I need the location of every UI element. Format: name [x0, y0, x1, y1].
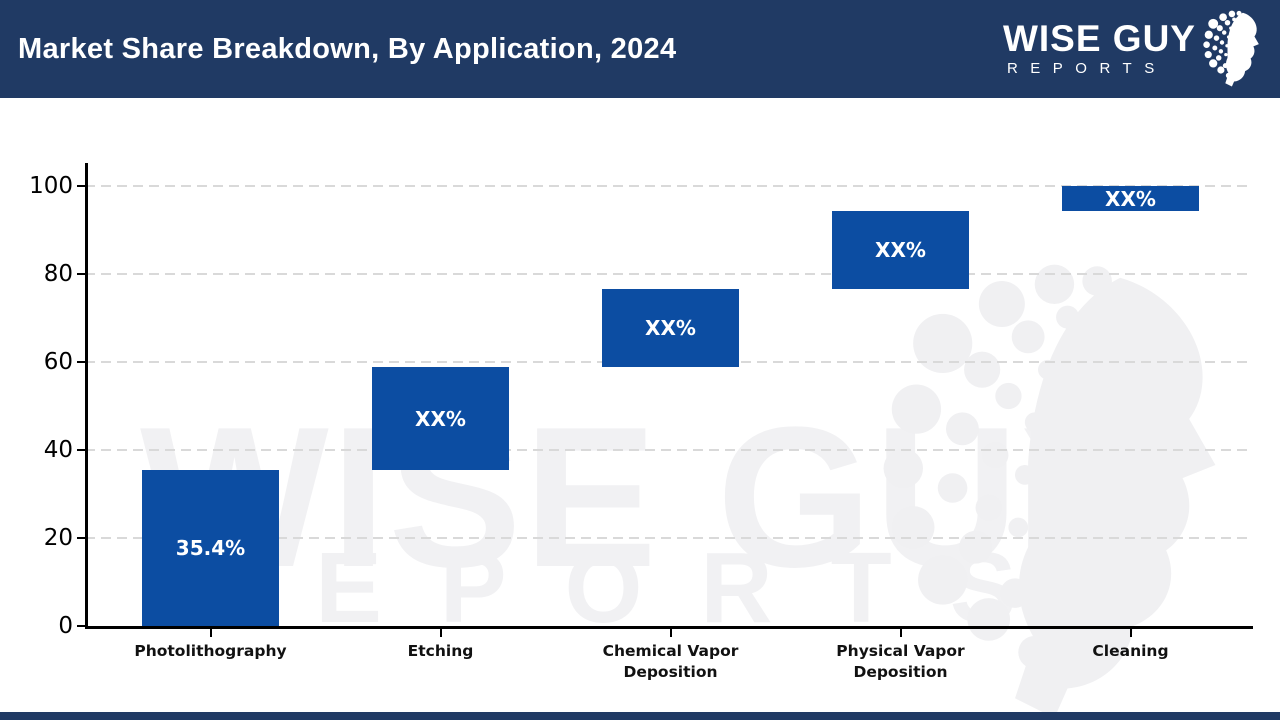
footer-bar [0, 712, 1280, 720]
y-tick-label: 40 [43, 437, 73, 463]
x-category-label: Etching [407, 642, 474, 660]
y-tick-label: 60 [43, 349, 73, 375]
x-axis-line [85, 626, 1253, 629]
x-tick [1129, 629, 1132, 637]
gridline-80 [85, 273, 1253, 275]
bar-value-label: 35.4% [175, 536, 246, 561]
y-axis-line [85, 163, 88, 629]
x-category-label: Chemical Vapor Deposition [602, 642, 739, 681]
y-tick [77, 273, 85, 275]
bar-etching: XX% [372, 366, 509, 471]
watermark-text-2: REPORTS [185, 532, 1075, 644]
brand-logo: WISE GUY REPORTS [1003, 6, 1266, 90]
y-tick-label: 100 [29, 173, 73, 199]
header-bar: Market Share Breakdown, By Application, … [0, 0, 1280, 98]
bar-cleaning: XX% [1062, 186, 1199, 212]
bar-value-label: XX% [415, 406, 466, 431]
logo-face-icon [1200, 6, 1266, 90]
bar-value-label: XX% [875, 238, 926, 263]
y-tick [77, 449, 85, 451]
y-tick [77, 537, 85, 539]
brand-logo-text: WISE GUY REPORTS [1003, 20, 1196, 76]
gridline-40 [85, 449, 1253, 451]
x-category-label: Cleaning [1092, 642, 1169, 660]
logo-wiseguy-text: WISE GUY [1002, 18, 1196, 59]
bar-value-label: XX% [645, 315, 696, 340]
x-tick [669, 629, 672, 637]
bar-chemical-vapor-deposition: XX% [602, 288, 739, 367]
y-tick [77, 185, 85, 187]
gridline-20 [85, 537, 1253, 539]
x-tick [209, 629, 212, 637]
y-tick-label: 80 [43, 261, 73, 287]
y-tick-label: 20 [43, 525, 73, 551]
bar-physical-vapor-deposition: XX% [832, 211, 969, 289]
watermark-text-1: WISE GUY [140, 386, 1157, 609]
bar-value-label: XX% [1105, 186, 1156, 211]
y-tick [77, 361, 85, 363]
y-tick [77, 625, 85, 627]
bar-photolithography: 35.4% [142, 470, 279, 626]
page-title: Market Share Breakdown, By Application, … [18, 32, 677, 65]
chart-area: WISE GUY REPORTS 0 20 40 60 80 100 35.4% Photol… [0, 98, 1280, 712]
x-tick [899, 629, 902, 637]
x-tick [439, 629, 442, 637]
logo-reports-text: REPORTS [1006, 60, 1167, 77]
x-category-label: Physical Vapor Deposition [836, 642, 965, 681]
gridline-100 [85, 185, 1253, 187]
x-category-label: Photolithography [134, 642, 287, 660]
y-tick-label: 0 [58, 613, 73, 639]
